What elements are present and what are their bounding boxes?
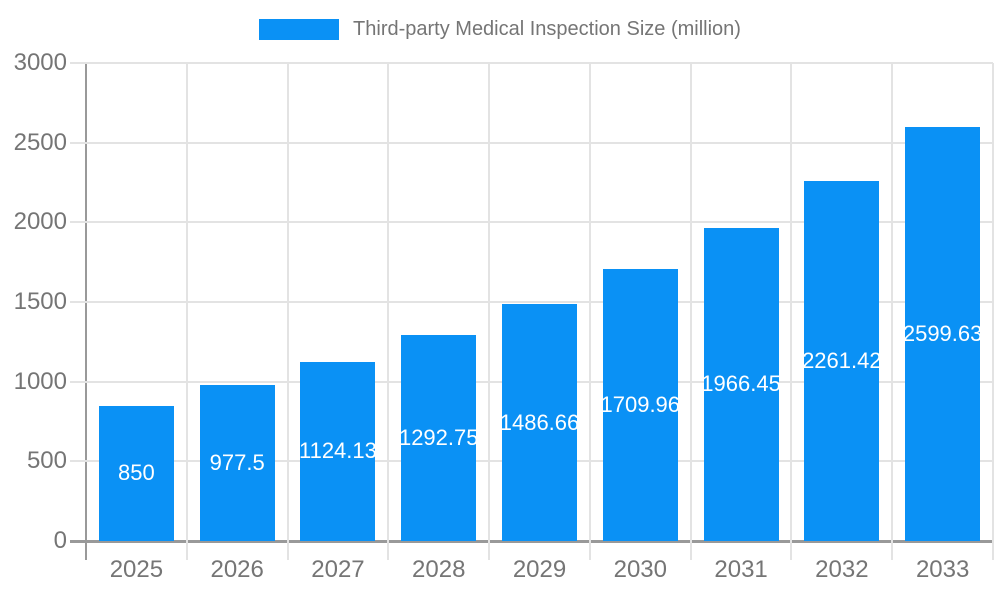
x-axis-tick [185, 541, 188, 560]
gridline-vertical [588, 63, 591, 541]
y-axis-tick [70, 141, 86, 144]
x-tick-label-2026: 2026 [210, 556, 264, 583]
bar-value-label: 1124.13 [300, 438, 376, 464]
gridline-horizontal [86, 301, 993, 303]
y-axis-tick [70, 460, 86, 463]
gridline-vertical [689, 63, 692, 541]
bar-2032[interactable]: 2261.42 [804, 180, 880, 541]
y-tick-label: 1500 [13, 288, 67, 315]
x-axis-tick [387, 541, 390, 560]
legend[interactable]: Third-party Medical Inspection Size (mil… [0, 18, 1000, 41]
bar-2030[interactable]: 1709.96 [602, 268, 678, 541]
x-tick-label-2031: 2031 [714, 556, 768, 583]
x-axis-tick [790, 541, 793, 560]
y-axis-tick [70, 301, 86, 303]
x-axis-line [70, 540, 993, 543]
y-tick-label: 500 [26, 447, 67, 475]
gridline-vertical [387, 63, 390, 541]
x-tick-label-2027: 2027 [311, 556, 365, 583]
x-tick-label-2032: 2032 [815, 556, 869, 583]
gridline-vertical [488, 63, 491, 541]
bar-2028[interactable]: 1292.75 [401, 335, 477, 541]
gridline-vertical [992, 63, 994, 541]
legend-swatch-icon [259, 19, 340, 40]
x-axis-tick [286, 541, 289, 560]
bar-value-label: 2261.42 [804, 347, 880, 373]
gridline-horizontal [86, 141, 993, 144]
bar-2029[interactable]: 1486.66 [502, 304, 577, 541]
plot-area: 850 977.5 1124.13 1292.75 1486.66 1709.96 1966… [86, 62, 994, 560]
x-tick-label-2029: 2029 [512, 556, 567, 583]
bar-2031[interactable]: 1966.45 [703, 227, 779, 541]
x-axis-tick [588, 541, 591, 560]
bar-2025[interactable]: 850 [98, 405, 174, 541]
x-axis-tick [891, 541, 894, 560]
bar-value-label: 977.5 [209, 450, 265, 476]
y-tick-label: 1000 [13, 367, 67, 395]
y-tick-label: 2500 [13, 128, 67, 156]
x-tick-label-2030: 2030 [613, 556, 667, 583]
bar-2026[interactable]: 977.5 [199, 385, 275, 541]
y-tick-label: 2000 [13, 208, 67, 236]
gridline-horizontal [86, 221, 993, 224]
y-tick-label: 0 [53, 527, 67, 554]
gridline-vertical [891, 63, 894, 541]
x-tick-label-2033: 2033 [915, 556, 970, 583]
x-axis-tick [992, 541, 994, 560]
x-tick-label-2028: 2028 [412, 556, 466, 583]
y-axis-tick [70, 221, 86, 224]
gridline-vertical [790, 63, 793, 541]
y-axis-tick [70, 380, 86, 383]
x-axis-tick [488, 541, 491, 560]
y-axis-line [85, 63, 87, 560]
bar-value-label: 1966.45 [703, 371, 779, 397]
x-tick-label-2025: 2025 [109, 556, 164, 583]
y-axis-tick [70, 62, 86, 64]
gridline-vertical [185, 63, 188, 541]
bar-value-label: 1709.96 [602, 391, 678, 417]
bar-value-label: 1486.66 [502, 409, 577, 435]
x-axis-tick [689, 541, 692, 560]
y-tick-label: 3000 [13, 49, 67, 76]
bar-value-label: 2599.63 [905, 320, 981, 346]
gridline-vertical [286, 63, 289, 541]
gridline-horizontal [86, 62, 993, 64]
bar-value-label: 850 [118, 460, 155, 486]
bar-2033[interactable]: 2599.63 [905, 126, 981, 541]
x-axis-labels: 2025 2026 2027 2028 2029 2030 2031 2032 2033 [86, 556, 993, 586]
bar-2027[interactable]: 1124.13 [300, 361, 376, 541]
bar-value-label: 1292.75 [401, 425, 477, 451]
legend-label: Third-party Medical Inspection Size (mil… [353, 18, 741, 40]
